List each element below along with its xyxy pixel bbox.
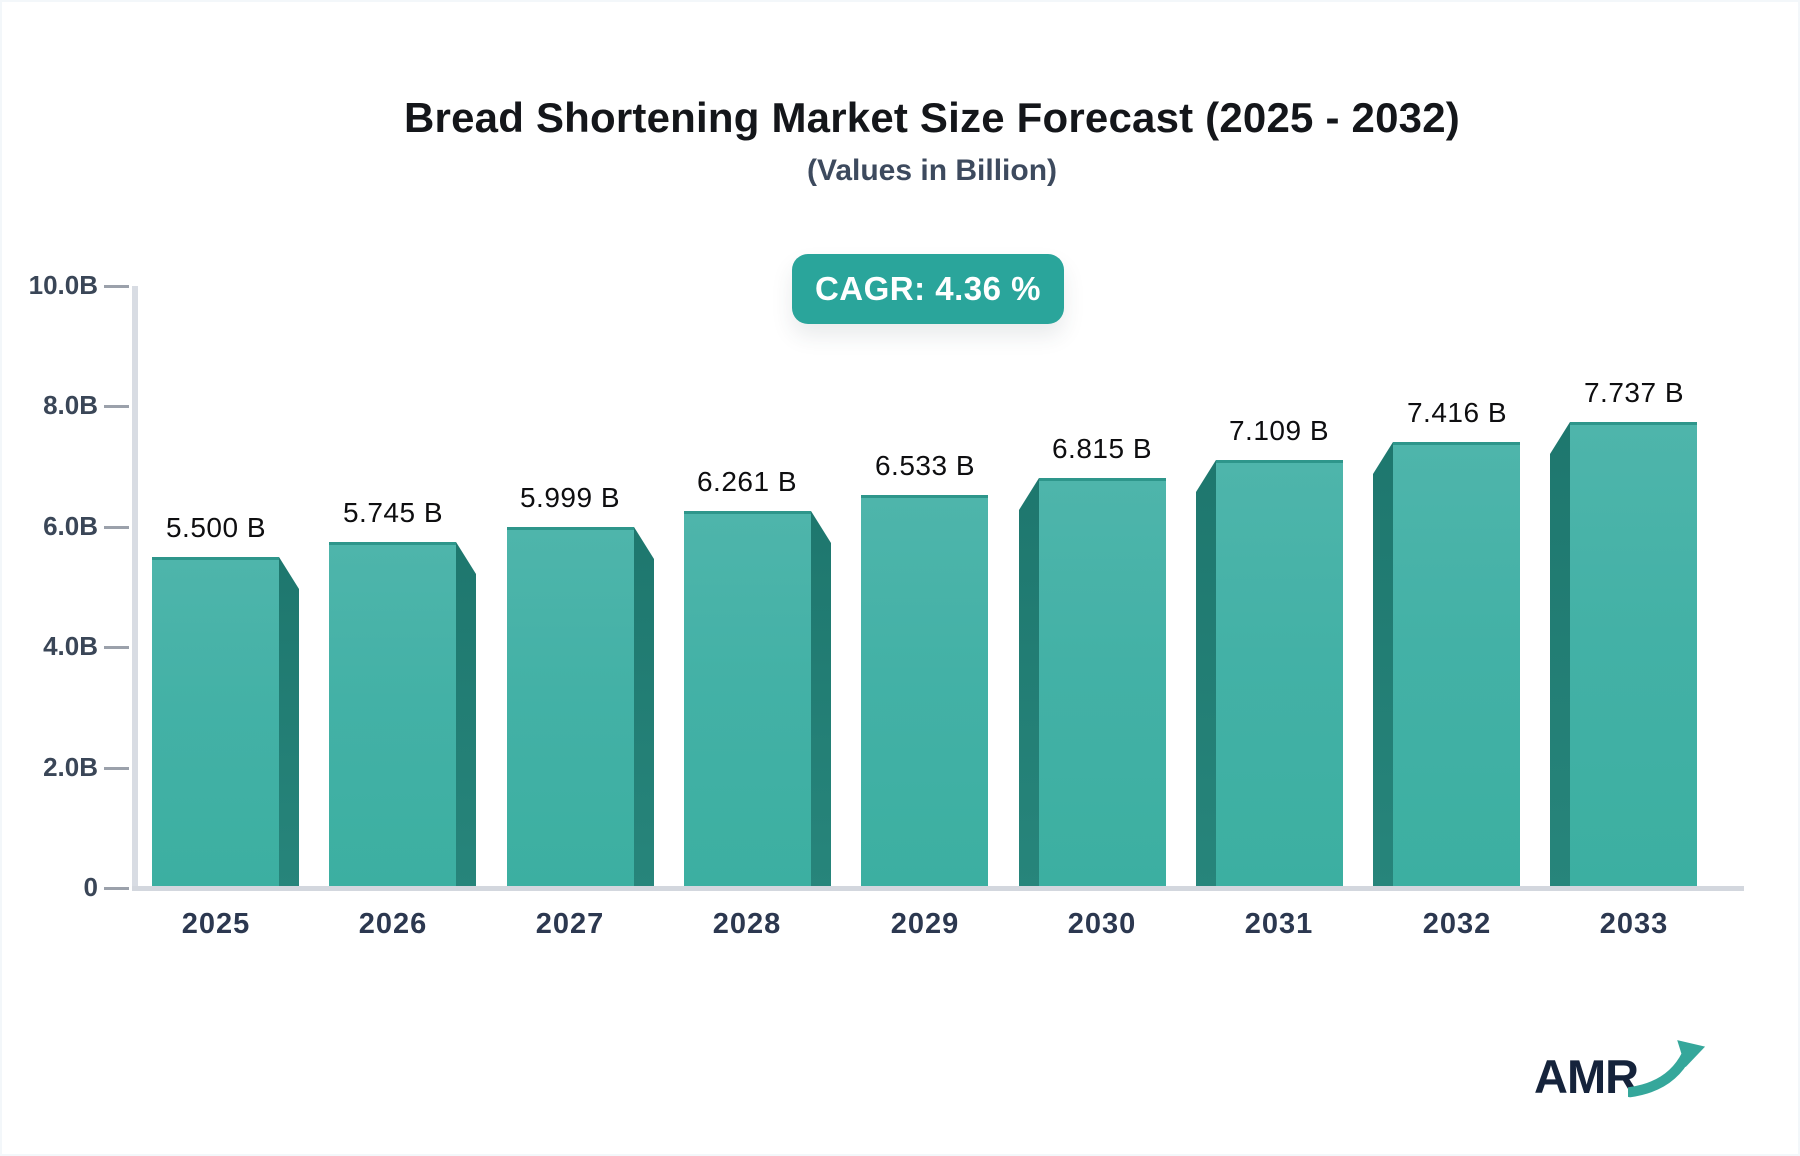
- x-axis-label-2033: 2033: [1599, 908, 1669, 940]
- x-axis-label-2032: 2032: [1422, 908, 1492, 940]
- bar-2029: [861, 495, 988, 888]
- bar-2032-side: [1373, 442, 1393, 888]
- chart-title: Bread Shortening Market Size Forecast (2…: [404, 94, 1460, 141]
- amr-logo-text: AMR: [1534, 1050, 1639, 1103]
- y-axis-tick-label: 2.0B: [43, 751, 98, 782]
- cagr-badge: CAGR: 4.36 %: [792, 254, 1064, 324]
- y-axis-tick: [104, 646, 129, 650]
- x-axis-label-2027: 2027: [535, 908, 605, 940]
- x-axis-label-2029: 2029: [890, 908, 960, 940]
- y-axis-tick-label: 8.0B: [43, 390, 98, 421]
- y-axis-tick: [104, 887, 129, 890]
- x-axis-label-2031: 2031: [1244, 908, 1314, 940]
- bar-2025: [152, 557, 279, 888]
- y-axis-tick: [104, 405, 129, 409]
- amr-logo: AMR: [1534, 1038, 1706, 1100]
- bar-2028-side: [811, 511, 831, 888]
- trend-up-arrow-icon: [1628, 1040, 1706, 1098]
- bar-2030: [1039, 478, 1166, 888]
- x-axis-label-2028: 2028: [712, 908, 782, 940]
- x-axis-label-2026: 2026: [358, 908, 428, 940]
- x-axis-label-2025: 2025: [181, 908, 251, 940]
- bar-2028: [684, 511, 811, 888]
- y-axis-tick: [104, 285, 129, 288]
- y-axis-line: [132, 286, 138, 890]
- bar-value-label: 7.737 B: [1583, 377, 1685, 408]
- x-axis-line: [132, 886, 1744, 891]
- x-axis-label-2030: 2030: [1067, 908, 1137, 940]
- y-axis-tick: [104, 525, 129, 529]
- bar-value-label: 5.999 B: [519, 482, 621, 513]
- bar-value-label: 5.745 B: [342, 497, 444, 528]
- bar-value-label: 6.261 B: [696, 466, 798, 497]
- y-axis-tick: [104, 766, 129, 770]
- bar-value-label: 6.533 B: [874, 450, 976, 481]
- bar-value-label: 7.109 B: [1228, 415, 1330, 446]
- y-axis-tick-label: 10.0B: [28, 270, 98, 300]
- bar-value-label: 7.416 B: [1406, 397, 1508, 428]
- bar-2033-side: [1550, 422, 1570, 888]
- bar-2032: [1393, 442, 1520, 888]
- bar-2031: [1216, 460, 1343, 888]
- y-axis-tick-label: 0: [83, 872, 98, 902]
- bar-2033: [1570, 422, 1697, 888]
- bar-2027: [507, 527, 634, 888]
- bar-2026-side: [456, 542, 476, 888]
- chart-header: Bread Shortening Market Size Forecast (2…: [62, 2, 1798, 187]
- chart-subtitle: (Values in Billion): [806, 154, 1058, 187]
- bar-2027-side: [634, 527, 654, 888]
- bar-value-label: 6.815 B: [1051, 433, 1153, 464]
- bar-2030-side: [1019, 478, 1039, 888]
- bar-2031-side: [1196, 460, 1216, 888]
- bar-2025-side: [279, 557, 299, 888]
- y-axis-tick-label: 4.0B: [43, 631, 98, 662]
- bar-value-label: 5.500 B: [165, 512, 267, 543]
- bar-2026: [329, 542, 456, 888]
- y-axis-tick-label: 6.0B: [43, 510, 98, 541]
